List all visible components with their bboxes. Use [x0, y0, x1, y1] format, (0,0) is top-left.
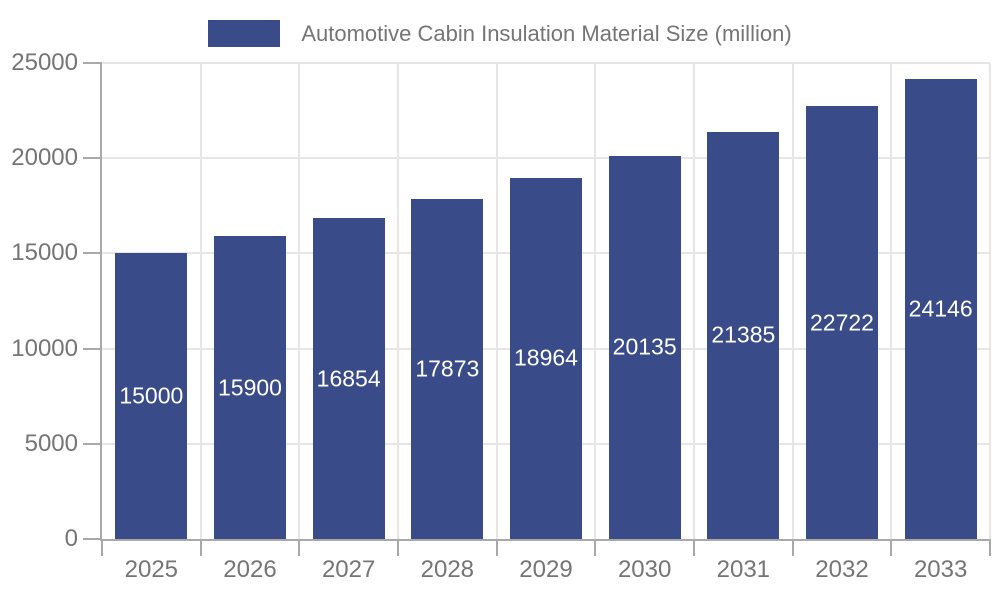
y-axis-tick	[83, 252, 102, 255]
gridline-vertical	[890, 63, 893, 539]
y-axis-tick	[83, 538, 102, 540]
legend-item[interactable]: Automotive Cabin Insulation Material Siz…	[0, 20, 1000, 47]
bar	[805, 106, 878, 539]
x-axis-tick	[298, 539, 301, 556]
bar	[213, 236, 286, 539]
x-axis-label: 2025	[124, 556, 179, 583]
gridline-vertical	[397, 63, 399, 539]
x-axis-label: 2028	[420, 556, 475, 583]
bar-value-label: 17873	[415, 355, 480, 382]
x-axis-tick	[594, 539, 597, 556]
legend-swatch	[208, 20, 281, 47]
y-axis-tick	[83, 347, 102, 350]
bar	[411, 198, 484, 539]
bar	[312, 218, 385, 539]
bar-value-label: 15900	[218, 374, 282, 401]
bar-value-label: 21385	[711, 321, 776, 348]
x-axis-label: 2031	[716, 556, 771, 583]
y-axis-tick	[83, 442, 102, 445]
bar	[115, 253, 188, 539]
gridline-vertical	[791, 63, 794, 539]
x-axis-tick	[791, 539, 794, 556]
y-axis-label: 0	[64, 525, 78, 552]
y-axis-label: 15000	[11, 239, 78, 267]
bar-value-label: 18964	[514, 344, 578, 371]
gridline-vertical	[298, 63, 301, 539]
y-axis-label: 25000	[11, 49, 78, 76]
x-axis-label: 2030	[617, 556, 672, 583]
gridline-vertical	[495, 63, 498, 539]
x-axis-tick	[693, 539, 695, 556]
x-axis-label: 2029	[519, 556, 573, 583]
bar-value-label: 16854	[316, 365, 381, 392]
x-axis-label: 2033	[913, 556, 968, 583]
x-axis-label: 2026	[223, 556, 277, 583]
bar-value-label: 15000	[119, 382, 184, 409]
bar-value-label: 22722	[810, 309, 874, 336]
bar	[707, 131, 780, 539]
y-axis-label: 10000	[11, 334, 78, 362]
x-axis-line	[100, 539, 990, 541]
gridline-vertical	[693, 63, 695, 539]
bar-value-label: 24146	[908, 295, 973, 322]
y-axis-tick	[83, 62, 102, 64]
gridline-vertical	[199, 63, 202, 539]
y-axis-line	[100, 63, 102, 541]
gridline-vertical	[594, 63, 597, 539]
legend-label: Automotive Cabin Insulation Material Siz…	[301, 20, 792, 46]
x-axis-tick	[101, 539, 103, 556]
x-axis-label: 2032	[815, 556, 869, 583]
gridline-horizontal	[102, 157, 990, 160]
y-axis-label: 5000	[24, 429, 78, 457]
bar	[608, 155, 681, 539]
x-axis-tick	[890, 539, 893, 556]
x-axis-tick	[989, 539, 991, 556]
x-axis-tick	[199, 539, 202, 556]
y-axis-tick	[83, 157, 102, 160]
bar	[509, 177, 582, 539]
gridline-vertical	[989, 63, 991, 539]
x-axis-tick	[495, 539, 498, 556]
bar-value-label: 20135	[612, 333, 677, 360]
gridline-horizontal	[102, 62, 990, 64]
x-axis-tick	[397, 539, 399, 556]
y-axis-label: 20000	[11, 144, 78, 172]
x-axis-label: 2027	[321, 556, 376, 583]
bar	[904, 79, 977, 539]
